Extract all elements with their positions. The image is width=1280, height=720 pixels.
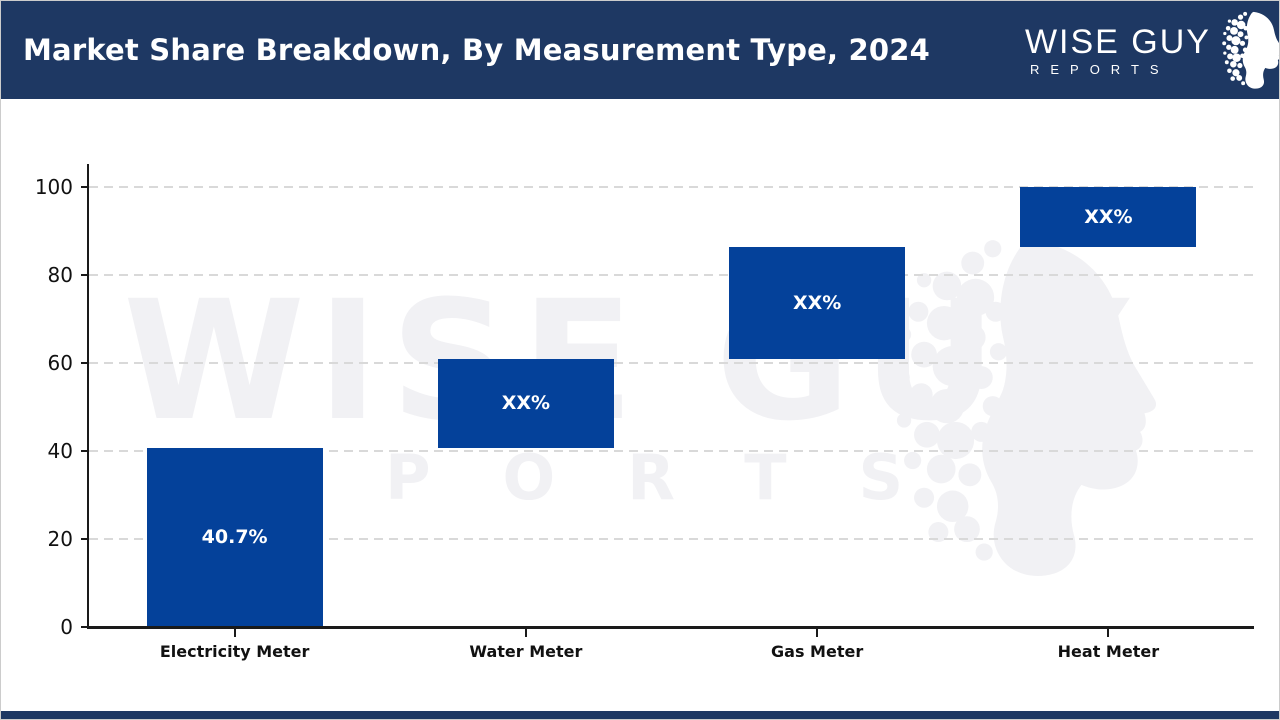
footer-bar (1, 711, 1279, 719)
x-axis-tick-label: Electricity Meter (159, 642, 310, 661)
gridline (89, 362, 1254, 364)
gridline (89, 274, 1254, 276)
x-axis-tick-label: Heat Meter (1057, 642, 1160, 661)
gridline (89, 538, 1254, 540)
y-axis-tick-label: 60 (47, 351, 73, 375)
header-bar: Market Share Breakdown, By Measurement T… (1, 1, 1279, 99)
y-axis-tick-mark (81, 274, 89, 276)
wise-guy-reports-logo: WISE GUY REPORTS (1025, 8, 1279, 93)
x-axis-tick-label: Water Meter (469, 642, 583, 661)
y-axis-tick-mark (81, 186, 89, 188)
dotted-head-profile-icon (1222, 11, 1279, 89)
x-axis-line (87, 626, 1254, 629)
y-axis-tick-mark (81, 538, 89, 540)
bar (1020, 187, 1197, 247)
bar (437, 358, 614, 448)
y-axis-tick-mark (81, 362, 89, 364)
x-axis-tick-mark (233, 629, 236, 637)
gridline (89, 186, 1254, 188)
logo-text: WISE GUY REPORTS (1025, 24, 1211, 77)
y-axis-tick-mark (81, 450, 89, 452)
x-axis-tick-label: Gas Meter (771, 642, 864, 661)
bar-value-label: XX% (792, 291, 842, 314)
bar-value-label: 40.7% (201, 526, 268, 549)
y-axis-tick-label: 40 (47, 439, 73, 463)
gridline (89, 450, 1254, 452)
x-axis-tick-mark (524, 629, 527, 637)
bar-value-label: XX% (1084, 205, 1133, 228)
bar (729, 246, 906, 359)
logo-subtext: REPORTS (1029, 61, 1170, 77)
logo-wordmark: WISE GUY (1024, 22, 1211, 61)
y-axis-tick-mark (81, 626, 89, 628)
y-axis-tick-label: 100 (34, 175, 73, 199)
bar-value-label: XX% (501, 392, 551, 415)
y-axis-line (87, 164, 89, 628)
y-axis-tick-label: 0 (60, 615, 73, 639)
y-axis-tick-label: 80 (47, 263, 73, 287)
y-axis-tick-label: 20 (47, 527, 73, 551)
page-title: Market Share Breakdown, By Measurement T… (23, 33, 931, 67)
x-axis-tick-mark (1107, 629, 1110, 637)
x-axis-tick-mark (816, 629, 819, 637)
bar (146, 447, 323, 627)
